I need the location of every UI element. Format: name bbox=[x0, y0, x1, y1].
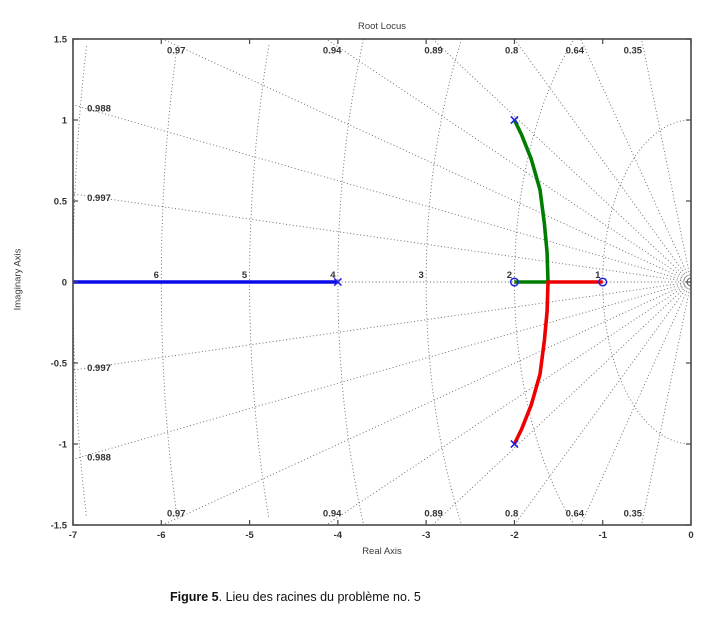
y-tick-label: -0.5 bbox=[51, 359, 68, 370]
damping-ratio-label: 0.8 bbox=[505, 45, 518, 56]
damping-ratio-gridline bbox=[432, 38, 692, 283]
damping-ratio-label: 0.997 bbox=[87, 193, 111, 204]
damping-ratio-gridline bbox=[514, 38, 692, 283]
x-tick-label: -5 bbox=[245, 530, 254, 541]
damping-ratio-label: 0.35 bbox=[624, 45, 643, 56]
natural-frequency-label: 3 bbox=[418, 270, 423, 281]
natural-frequency-label: 2 bbox=[507, 270, 512, 281]
natural-frequency-arc bbox=[249, 45, 270, 519]
damping-ratio-label: 0.94 bbox=[323, 45, 342, 56]
damping-ratio-gridline bbox=[72, 281, 692, 371]
damping-ratio-label: 0.8 bbox=[505, 509, 518, 520]
damping-ratio-label: 0.64 bbox=[566, 45, 585, 56]
pole-marker-icon bbox=[333, 277, 343, 287]
caption-text: . Lieu des racines du problème no. 5 bbox=[218, 590, 421, 604]
damping-ratio-label: 0.64 bbox=[566, 509, 585, 520]
pole-marker-icon bbox=[510, 115, 519, 125]
damping-ratio-gridline bbox=[641, 38, 692, 283]
locus-branch-lower-complex-branch bbox=[512, 280, 603, 445]
damping-ratio-gridline bbox=[514, 281, 692, 526]
damping-ratio-label: 0.89 bbox=[424, 509, 443, 520]
x-axis-label: Real Axis bbox=[362, 546, 402, 557]
damping-ratio-gridline bbox=[72, 281, 692, 460]
damping-ratio-label: 0.988 bbox=[87, 452, 111, 463]
damping-ratio-gridline bbox=[72, 104, 692, 283]
x-tick-label: -3 bbox=[422, 530, 430, 541]
x-tick-label: 0 bbox=[688, 530, 693, 541]
chart-title: Root Locus bbox=[357, 21, 407, 32]
figure-caption: Figure 5. Lieu des racines du problème n… bbox=[170, 590, 421, 604]
damping-ratio-gridline bbox=[72, 193, 692, 283]
damping-ratio-gridline bbox=[162, 38, 692, 283]
damping-ratio-label: 0.94 bbox=[323, 509, 342, 520]
damping-ratio-label: 0.97 bbox=[167, 509, 186, 520]
damping-ratio-label: 0.997 bbox=[87, 363, 111, 374]
y-tick-label: 0 bbox=[62, 278, 67, 289]
x-tick-label: -6 bbox=[157, 530, 165, 541]
y-tick-label: 0.5 bbox=[54, 197, 68, 208]
pole-marker-icon bbox=[510, 439, 519, 449]
y-tick-label: -1 bbox=[59, 440, 68, 451]
x-tick-label: -4 bbox=[334, 530, 343, 541]
damping-ratio-gridline bbox=[432, 281, 692, 526]
damping-ratio-label: 0.35 bbox=[624, 509, 643, 520]
natural-frequency-label: 5 bbox=[242, 270, 248, 281]
y-tick-label: -1.5 bbox=[51, 521, 68, 532]
natural-frequency-arc bbox=[602, 119, 691, 445]
natural-frequency-arc bbox=[72, 46, 87, 518]
damping-ratio-gridline bbox=[641, 281, 692, 526]
y-axis-label: Imaginary Axis bbox=[12, 248, 24, 311]
natural-frequency-label: 6 bbox=[154, 270, 159, 281]
y-tick-label: 1 bbox=[62, 116, 68, 127]
natural-frequency-label: 1 bbox=[595, 270, 601, 281]
locus-branch-upper-complex-branch bbox=[512, 119, 550, 284]
x-tick-label: -7 bbox=[69, 530, 77, 541]
damping-ratio-gridline bbox=[580, 281, 692, 526]
damping-ratio-label: 0.988 bbox=[87, 104, 111, 115]
damping-ratio-label: 0.89 bbox=[424, 45, 443, 56]
x-tick-label: -2 bbox=[510, 530, 518, 541]
natural-frequency-label: 4 bbox=[330, 270, 336, 281]
y-tick-label: 1.5 bbox=[54, 35, 68, 46]
damping-ratio-gridline bbox=[580, 38, 692, 283]
x-tick-label: -1 bbox=[598, 530, 607, 541]
caption-label: Figure 5 bbox=[170, 590, 219, 604]
zero-marker-icon bbox=[509, 277, 519, 287]
zero-marker-icon bbox=[598, 277, 608, 287]
natural-frequency-arc bbox=[513, 40, 574, 524]
